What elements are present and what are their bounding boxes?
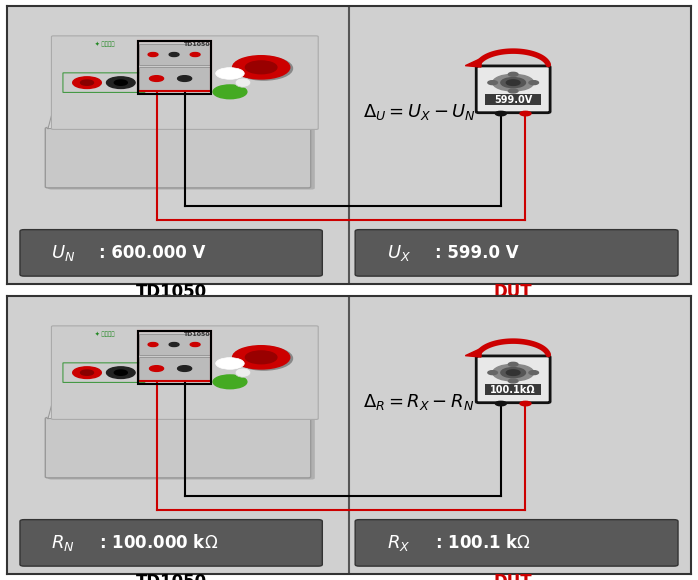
Circle shape [216,68,244,79]
Circle shape [114,80,127,85]
FancyBboxPatch shape [139,334,209,355]
Circle shape [213,375,247,389]
FancyBboxPatch shape [45,418,311,478]
Circle shape [73,367,101,379]
FancyBboxPatch shape [139,357,209,380]
Text: DUT: DUT [494,573,533,580]
Circle shape [520,401,531,406]
Circle shape [73,77,101,89]
Circle shape [80,370,94,375]
FancyBboxPatch shape [355,520,678,566]
Circle shape [496,111,506,116]
Text: TD1050: TD1050 [135,283,207,301]
Text: : 600.000 V: : 600.000 V [99,244,206,262]
Circle shape [107,77,135,89]
Polygon shape [466,59,481,67]
Circle shape [169,343,179,346]
Text: $\mathit{U_X}$: $\mathit{U_X}$ [387,243,410,263]
Circle shape [148,343,158,346]
Text: $\Delta_R = R_X - R_N$: $\Delta_R = R_X - R_N$ [363,392,474,412]
Circle shape [235,57,292,80]
Circle shape [114,370,127,375]
Circle shape [506,80,520,85]
Circle shape [191,343,200,346]
Polygon shape [48,393,315,419]
Text: TD1050: TD1050 [135,573,207,580]
Text: TD1050: TD1050 [183,42,210,47]
FancyBboxPatch shape [485,94,541,106]
Circle shape [80,80,94,85]
Text: $\Delta_U = U_X - U_N$: $\Delta_U = U_X - U_N$ [363,102,475,122]
FancyBboxPatch shape [52,36,318,129]
Circle shape [520,111,531,116]
Circle shape [232,56,290,79]
Circle shape [213,85,247,99]
Text: : 599.0 V: : 599.0 V [434,244,518,262]
Text: DUT: DUT [494,283,533,301]
Circle shape [508,379,518,383]
Ellipse shape [235,368,251,377]
Polygon shape [466,349,481,357]
Ellipse shape [235,78,251,87]
FancyBboxPatch shape [485,384,541,396]
Circle shape [493,364,534,381]
Circle shape [246,61,277,74]
Circle shape [501,78,526,88]
FancyBboxPatch shape [48,415,315,480]
Circle shape [232,346,290,369]
Circle shape [149,365,163,371]
Circle shape [488,371,498,375]
Circle shape [493,74,534,91]
FancyBboxPatch shape [139,44,209,65]
FancyBboxPatch shape [20,230,322,276]
Text: ✦ 天和源石: ✦ 天和源石 [95,332,114,337]
FancyBboxPatch shape [20,520,322,566]
Circle shape [508,72,518,76]
Circle shape [107,367,135,379]
Circle shape [529,81,538,85]
Circle shape [216,358,244,369]
FancyBboxPatch shape [476,66,550,113]
Circle shape [191,53,200,56]
Circle shape [529,371,538,375]
Circle shape [488,81,498,85]
Text: TD1050: TD1050 [183,332,210,337]
Text: 599.0V: 599.0V [494,95,533,104]
Polygon shape [48,103,315,129]
Circle shape [496,401,506,406]
Text: 100.1kΩ: 100.1kΩ [491,385,536,394]
FancyBboxPatch shape [48,125,315,190]
Circle shape [508,89,518,93]
Text: : 100.1 k$\Omega$: : 100.1 k$\Omega$ [434,534,530,552]
Circle shape [177,75,192,81]
FancyBboxPatch shape [52,326,318,419]
Circle shape [148,53,158,56]
Text: $\mathit{R_N}$: $\mathit{R_N}$ [52,533,75,553]
Text: $\mathit{U_N}$: $\mathit{U_N}$ [52,243,75,263]
Circle shape [501,368,526,378]
Text: ✦ 天和源石: ✦ 天和源石 [95,42,114,47]
Circle shape [177,365,192,371]
Circle shape [506,370,520,375]
FancyBboxPatch shape [476,356,550,403]
Circle shape [235,347,292,370]
Circle shape [169,53,179,56]
Text: : 100.000 k$\Omega$: : 100.000 k$\Omega$ [99,534,218,552]
FancyBboxPatch shape [355,230,678,276]
Circle shape [149,75,163,81]
FancyBboxPatch shape [139,67,209,90]
Circle shape [246,351,277,364]
Circle shape [508,362,518,366]
FancyBboxPatch shape [45,128,311,188]
Text: $\mathit{R_X}$: $\mathit{R_X}$ [387,533,410,553]
